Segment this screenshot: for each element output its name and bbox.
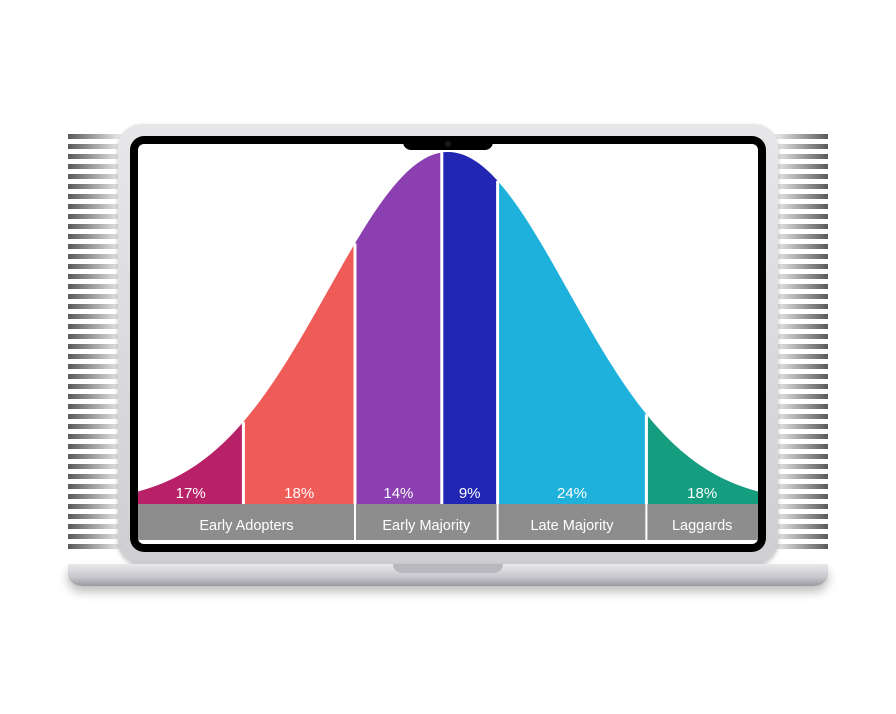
laptop-bezel: 17%18%14%9%24%18% Early AdoptersEarly Ma… <box>130 136 766 552</box>
segment-pct-2: 14% <box>355 478 442 508</box>
axis-label-2: Late Majority <box>498 508 647 544</box>
laptop-lid: 17%18%14%9%24%18% Early AdoptersEarly Ma… <box>118 124 778 564</box>
adoption-curve-chart: 17%18%14%9%24%18% Early AdoptersEarly Ma… <box>138 144 758 544</box>
segment-pct-1: 18% <box>243 478 355 508</box>
segment-pct-3: 9% <box>442 478 498 508</box>
axis-label-0: Early Adopters <box>138 508 355 544</box>
axis-label-1: Early Majority <box>355 508 498 544</box>
stage: 17%18%14%9%24%18% Early AdoptersEarly Ma… <box>0 0 896 714</box>
chart-axis-bar: Early AdoptersEarly MajorityLate Majorit… <box>138 508 758 544</box>
laptop-screen: 17%18%14%9%24%18% Early AdoptersEarly Ma… <box>138 144 758 544</box>
segment-pct-0: 17% <box>138 478 243 508</box>
segment-pct-4: 24% <box>498 478 647 508</box>
laptop-notch <box>403 136 493 150</box>
axis-label-3: Laggards <box>646 508 758 544</box>
segment-pct-5: 18% <box>646 478 758 508</box>
laptop-mockup: 17%18%14%9%24%18% Early AdoptersEarly Ma… <box>118 124 778 586</box>
chart-percent-row: 17%18%14%9%24%18% <box>138 478 758 508</box>
laptop-base <box>68 564 828 586</box>
